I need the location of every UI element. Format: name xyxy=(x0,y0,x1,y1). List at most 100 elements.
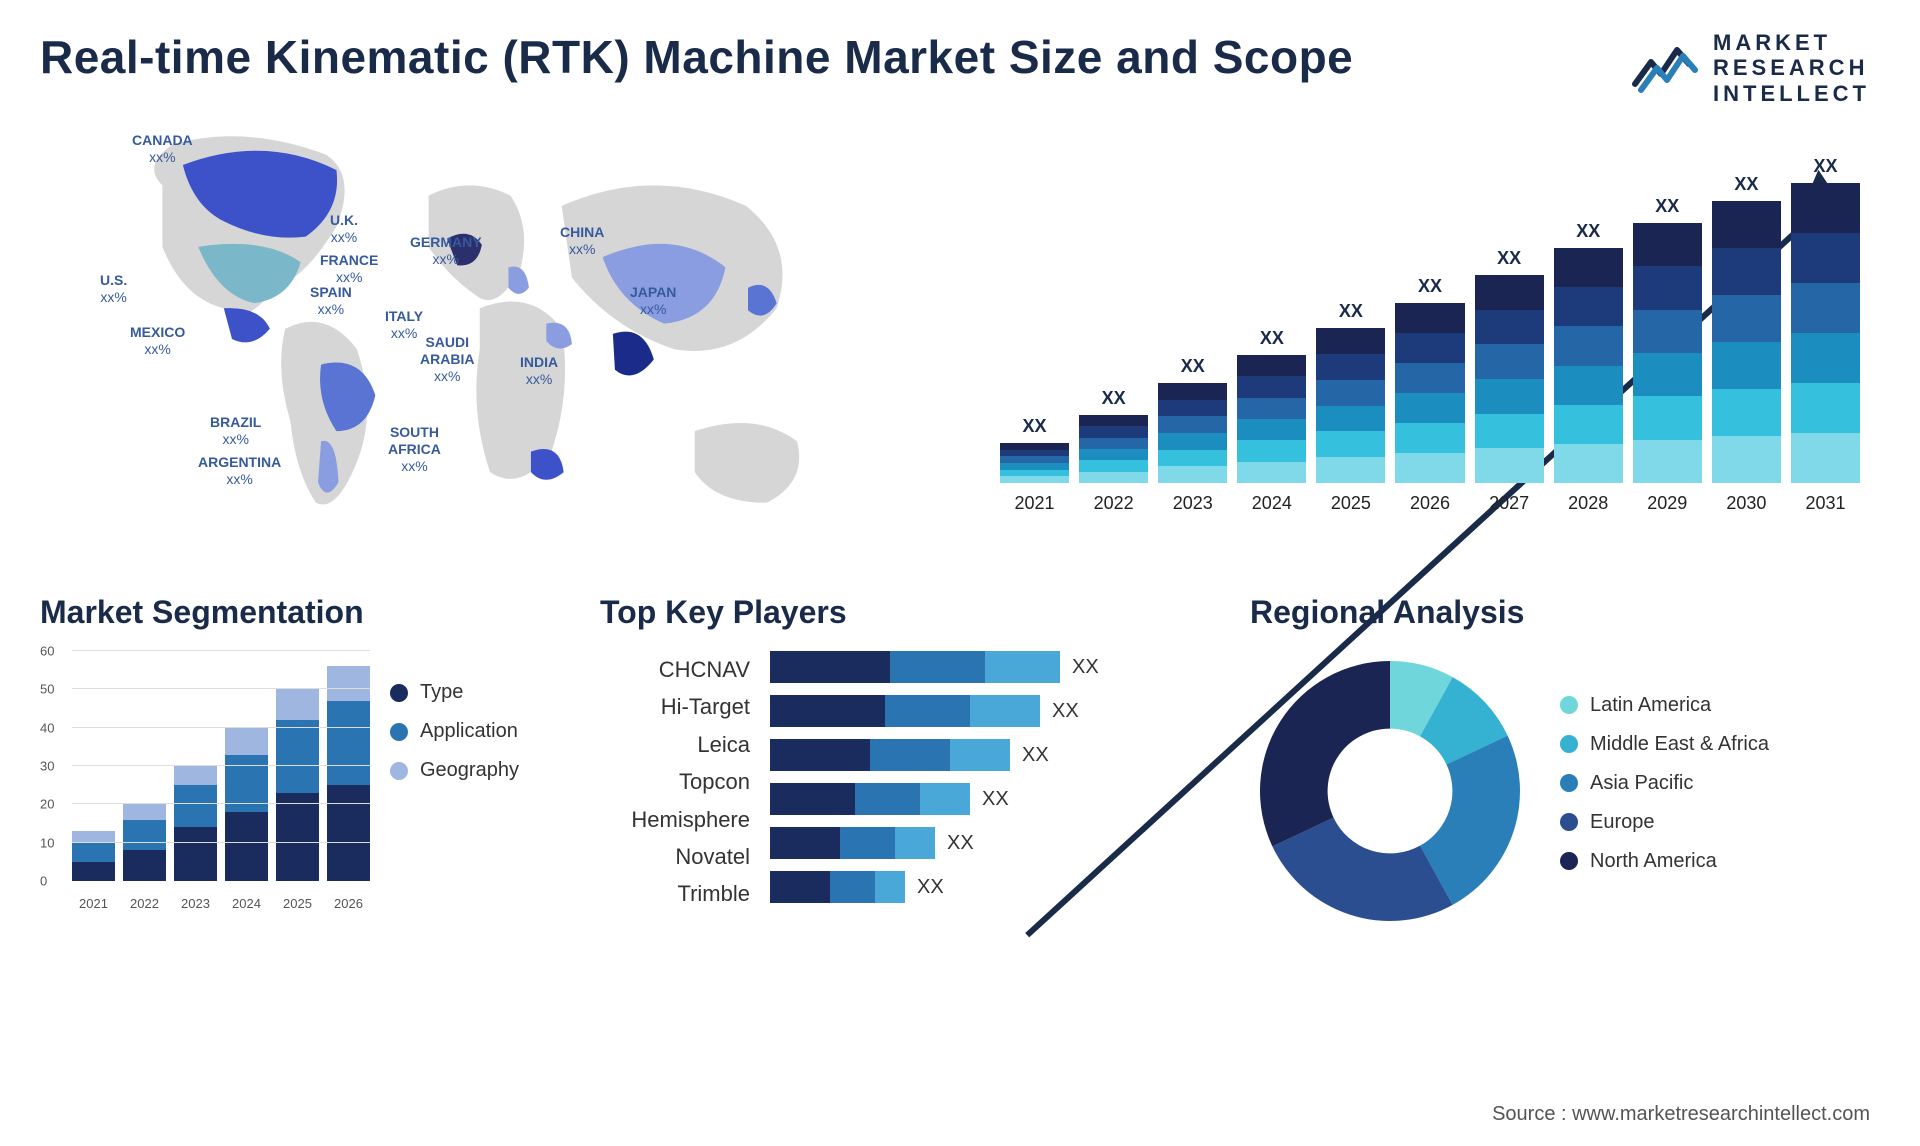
country-label: BRAZILxx% xyxy=(210,414,261,448)
growth-bar-value: XX xyxy=(1260,328,1284,349)
donut-slice xyxy=(1260,661,1390,846)
country-label: JAPANxx% xyxy=(630,284,676,318)
player-bar-value: XX xyxy=(982,788,1009,811)
seg-xlabel: 2022 xyxy=(123,896,166,911)
growth-bar-year: 2025 xyxy=(1331,493,1371,514)
segmentation-legend: Type Application Geography xyxy=(390,651,570,911)
growth-bar-year: 2031 xyxy=(1805,493,1845,514)
growth-bar: XX 2022 xyxy=(1079,388,1148,514)
growth-bar: XX 2030 xyxy=(1712,174,1781,514)
segmentation-chart: 0102030405060 202120222023202420252026 xyxy=(40,651,370,911)
player-name: Topcon xyxy=(679,763,750,800)
growth-bar-value: XX xyxy=(1497,248,1521,269)
growth-bar-year: 2027 xyxy=(1489,493,1529,514)
growth-bar: XX 2021 xyxy=(1000,416,1069,514)
player-name: CHCNAV xyxy=(659,651,750,688)
growth-bar-value: XX xyxy=(1576,221,1600,242)
growth-bar-value: XX xyxy=(1813,156,1837,177)
growth-bar-value: XX xyxy=(1655,196,1679,217)
players-name-list: CHCNAVHi-TargetLeicaTopconHemisphereNova… xyxy=(600,651,750,915)
players-panel: Top Key Players CHCNAVHi-TargetLeicaTopc… xyxy=(600,594,1220,931)
growth-bar-value: XX xyxy=(1102,388,1126,409)
growth-bar-year: 2030 xyxy=(1726,493,1766,514)
seg-xlabel: 2026 xyxy=(327,896,370,911)
growth-bar-year: 2021 xyxy=(1015,493,1055,514)
country-label: ARGENTINAxx% xyxy=(198,454,281,488)
country-label: MEXICOxx% xyxy=(130,324,185,358)
growth-bar: XX 2031 xyxy=(1791,156,1860,514)
legend-item: Geography xyxy=(390,759,570,782)
logo-mark-icon xyxy=(1631,40,1701,96)
growth-chart-panel: XX2021XX2022XX2023XX2024XX2025XX2026XX20… xyxy=(980,124,1880,554)
players-title: Top Key Players xyxy=(600,594,1220,631)
growth-bar: XX 2026 xyxy=(1395,276,1464,514)
source-attribution: Source : www.marketresearchintellect.com xyxy=(1492,1103,1870,1126)
player-name: Hi-Target xyxy=(661,688,750,725)
player-name: Novatel xyxy=(675,838,750,875)
growth-bar-year: 2024 xyxy=(1252,493,1292,514)
player-bar-row: XX xyxy=(770,871,1220,903)
player-bar-value: XX xyxy=(1052,700,1079,723)
country-label: SOUTHAFRICAxx% xyxy=(388,424,441,474)
growth-bar-value: XX xyxy=(1339,301,1363,322)
page-title: Real-time Kinematic (RTK) Machine Market… xyxy=(40,30,1880,84)
player-bar-row: XX xyxy=(770,695,1220,727)
legend-item: Latin America xyxy=(1560,694,1880,717)
seg-xlabel: 2023 xyxy=(174,896,217,911)
country-label: U.K.xx% xyxy=(330,212,358,246)
country-label: U.S.xx% xyxy=(100,272,127,306)
growth-bar-year: 2029 xyxy=(1647,493,1687,514)
country-label: ITALYxx% xyxy=(385,308,423,342)
player-bar-value: XX xyxy=(917,876,944,899)
seg-ytick: 20 xyxy=(40,797,54,812)
growth-bar-value: XX xyxy=(1734,174,1758,195)
legend-item: Type xyxy=(390,681,570,704)
growth-bar-value: XX xyxy=(1418,276,1442,297)
player-bar-value: XX xyxy=(947,832,974,855)
regional-legend: Latin AmericaMiddle East & AfricaAsia Pa… xyxy=(1560,694,1880,889)
growth-bar-year: 2023 xyxy=(1173,493,1213,514)
growth-bar: XX 2025 xyxy=(1316,301,1385,514)
segmentation-panel: Market Segmentation 0102030405060 202120… xyxy=(40,594,570,931)
logo-line3: INTELLECT xyxy=(1713,81,1870,106)
growth-bar: XX 2024 xyxy=(1237,328,1306,514)
legend-item: Europe xyxy=(1560,811,1880,834)
country-label: INDIAxx% xyxy=(520,354,558,388)
country-label: SAUDIARABIAxx% xyxy=(420,334,474,384)
country-label: SPAINxx% xyxy=(310,284,352,318)
seg-xlabel: 2021 xyxy=(72,896,115,911)
growth-bar: XX 2029 xyxy=(1633,196,1702,514)
segmentation-bar xyxy=(276,689,319,881)
segmentation-bar xyxy=(123,804,166,881)
growth-bar-value: XX xyxy=(1023,416,1047,437)
seg-xlabel: 2024 xyxy=(225,896,268,911)
country-label: CHINAxx% xyxy=(560,224,604,258)
seg-ytick: 10 xyxy=(40,835,54,850)
growth-bar: XX2023 xyxy=(1158,356,1227,514)
world-map-panel: CANADAxx% U.S.xx%MEXICOxx% BRAZILxx% ARGENT… xyxy=(40,124,940,554)
players-bars: XXXXXXXXXXXX xyxy=(770,651,1220,915)
seg-ytick: 60 xyxy=(40,644,54,659)
growth-bar: XX 2028 xyxy=(1554,221,1623,514)
logo-line1: MARKET xyxy=(1713,30,1870,55)
logo-line2: RESEARCH xyxy=(1713,55,1870,80)
regional-title: Regional Analysis xyxy=(1250,594,1880,631)
legend-item: Application xyxy=(390,720,570,743)
player-name: Leica xyxy=(697,726,750,763)
regional-donut-chart xyxy=(1250,651,1530,931)
seg-ytick: 40 xyxy=(40,720,54,735)
player-bar-row: XX xyxy=(770,651,1220,683)
seg-ytick: 50 xyxy=(40,682,54,697)
segmentation-title: Market Segmentation xyxy=(40,594,570,631)
country-label: GERMANYxx% xyxy=(410,234,482,268)
growth-bar: XX 2027 xyxy=(1475,248,1544,514)
segmentation-bar xyxy=(174,766,217,881)
growth-bar-year: 2026 xyxy=(1410,493,1450,514)
growth-bar-year: 2028 xyxy=(1568,493,1608,514)
country-label: CANADAxx% xyxy=(132,132,193,166)
player-bar-value: XX xyxy=(1022,744,1049,767)
growth-bar-year: 2022 xyxy=(1094,493,1134,514)
player-bar-row: XX xyxy=(770,783,1220,815)
legend-item: Middle East & Africa xyxy=(1560,733,1880,756)
player-bar-value: XX xyxy=(1072,656,1099,679)
